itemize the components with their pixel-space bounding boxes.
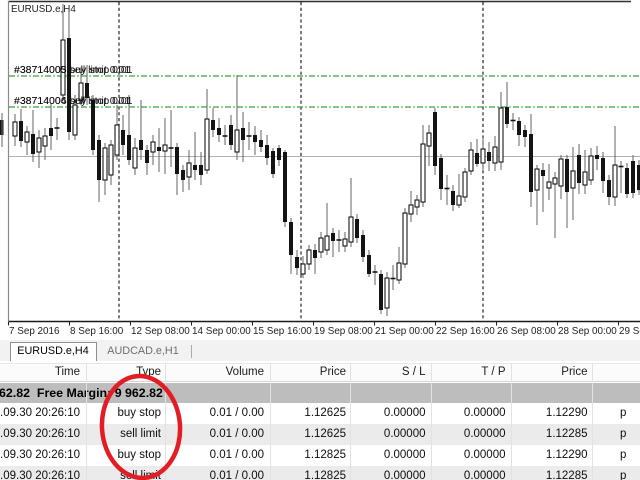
svg-text:26 Sep 08:00: 26 Sep 08:00	[497, 326, 556, 337]
svg-text:14 Sep 00:00: 14 Sep 00:00	[192, 326, 251, 337]
svg-text:28 Sep 00:00: 28 Sep 00:00	[558, 326, 617, 337]
svg-text:19 Sep 08:00: 19 Sep 08:00	[314, 326, 373, 337]
svg-text:15 Sep 16:00: 15 Sep 16:00	[253, 326, 312, 337]
svg-text:#38714004 buy stop 0.01: #38714004 buy stop 0.01	[14, 95, 133, 107]
svg-text:21 Sep 00:00: 21 Sep 00:00	[375, 326, 434, 337]
svg-text:#38714005 sell limit 0.01: #38714005 sell limit 0.01	[14, 64, 130, 76]
svg-text:29 Sep 16:00: 29 Sep 16:00	[619, 326, 640, 337]
svg-text:12 Sep 08:00: 12 Sep 08:00	[131, 326, 190, 337]
svg-text:#38714003 buy stop 0.01: #38714003 buy stop 0.01	[14, 64, 133, 76]
svg-text:EURUSD.e,H4: EURUSD.e,H4	[11, 4, 76, 15]
svg-text:22 Sep 16:00: 22 Sep 16:00	[436, 326, 495, 337]
svg-text:8 Sep 16:00: 8 Sep 16:00	[70, 326, 124, 337]
svg-text:#38714006 sell limit 0.01: #38714006 sell limit 0.01	[14, 95, 130, 107]
svg-text:7 Sep 2016: 7 Sep 2016	[9, 326, 60, 337]
